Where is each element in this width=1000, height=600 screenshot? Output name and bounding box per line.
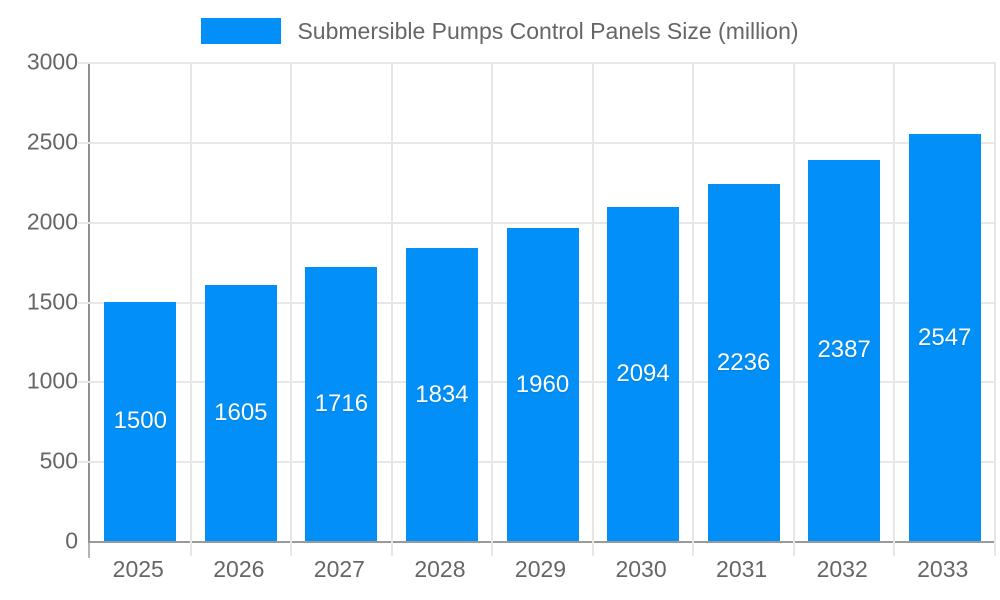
x-tick-label: 2025 (112, 556, 164, 582)
bar-value-label: 1716 (314, 390, 369, 417)
x-tick-label: 2027 (313, 556, 365, 582)
bar-2026: 1605 (204, 284, 277, 541)
y-tick-label: 0 (65, 527, 78, 554)
plot-area: 1500 1605 1716 1834 1960 2094 2236 2387 2547 (78, 62, 996, 558)
gridline-vertical (591, 62, 594, 556)
bar-value-label: 1500 (113, 407, 167, 435)
gridline-vertical (390, 62, 393, 556)
bar-value-label: 2094 (616, 359, 670, 387)
x-tick-label: 2028 (414, 556, 466, 582)
bar-value-label: 1605 (214, 398, 268, 426)
legend[interactable]: Submersible Pumps Control Panels Size (m… (0, 14, 1000, 48)
y-tick-label: 1500 (26, 288, 78, 314)
bar-2027: 1716 (305, 267, 378, 541)
x-tick-label: 2031 (716, 556, 768, 582)
legend-swatch (201, 18, 282, 44)
gridline-vertical (290, 62, 293, 556)
gridline-vertical (893, 62, 896, 556)
gridline-horizontal (78, 62, 995, 64)
bar-value-label: 1834 (415, 380, 469, 408)
bar-2029: 1960 (506, 228, 579, 541)
y-tick-label: 2500 (26, 128, 78, 155)
bar-value-label: 2387 (817, 336, 871, 364)
bar-2032: 2387 (808, 159, 881, 541)
y-tick-label: 1000 (26, 367, 78, 394)
bar-2025: 1500 (104, 301, 177, 541)
gridline-vertical (189, 62, 192, 556)
y-axis-tick (88, 543, 90, 558)
x-tick-label: 2029 (514, 556, 567, 582)
legend-label: Submersible Pumps Control Panels Size (m… (297, 17, 799, 44)
bar-2033: 2547 (908, 134, 981, 541)
x-tick-label: 2032 (816, 556, 868, 582)
x-tick-label: 2030 (615, 556, 667, 582)
bar-value-label: 2547 (918, 323, 972, 351)
bar-value-label: 1960 (515, 370, 570, 398)
x-tick-label: 2026 (213, 556, 265, 582)
gridline-horizontal (78, 221, 995, 224)
y-tick-label: 3000 (26, 48, 78, 75)
gridline-vertical (994, 62, 996, 556)
bar-value-label: 2236 (716, 348, 771, 376)
x-tick-label: 2033 (917, 556, 969, 582)
gridline-vertical (792, 62, 795, 556)
gridline-horizontal (78, 141, 995, 144)
gridline-vertical (692, 62, 695, 556)
bar-2030: 2094 (607, 206, 680, 541)
gridline-vertical (491, 62, 494, 556)
y-tick-label: 500 (39, 447, 78, 474)
bar-2028: 1834 (405, 248, 478, 541)
y-tick-label: 2000 (26, 208, 78, 235)
bar-2031: 2236 (707, 184, 780, 541)
